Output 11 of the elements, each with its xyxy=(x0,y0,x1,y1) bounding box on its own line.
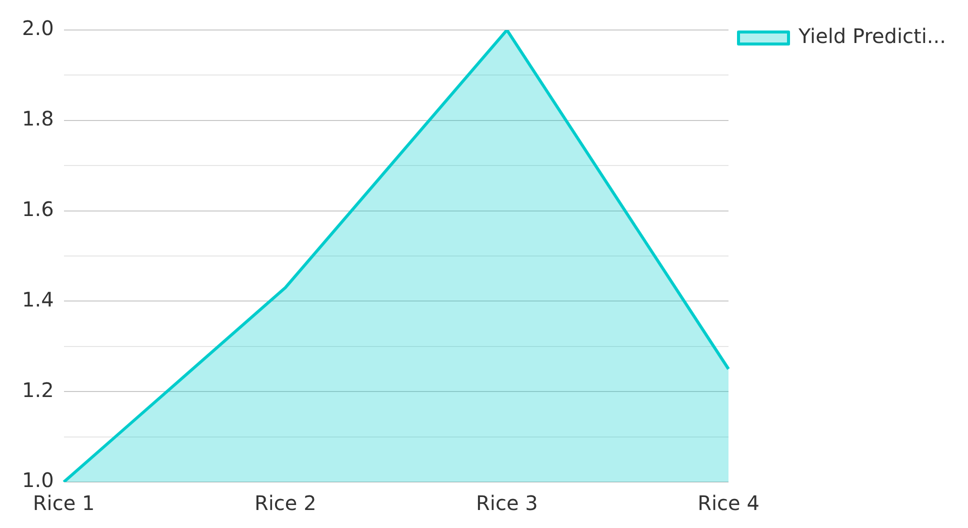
y-tick-label: 1.4 xyxy=(22,287,54,312)
y-tick-label: 2.0 xyxy=(22,16,54,40)
x-tick-label: Rice 2 xyxy=(254,491,316,516)
x-tick-label: Rice 1 xyxy=(32,491,95,516)
y-tick-label: 1.2 xyxy=(22,378,54,402)
y-tick-label: 1.8 xyxy=(22,106,54,131)
x-tick-label: Rice 3 xyxy=(476,491,538,516)
y-tick-label: 1.0 xyxy=(22,468,54,492)
x-tick-label: Rice 4 xyxy=(698,491,760,516)
y-tick-label: 1.6 xyxy=(22,197,54,222)
legend-label: Yield Predicti... xyxy=(798,24,946,48)
